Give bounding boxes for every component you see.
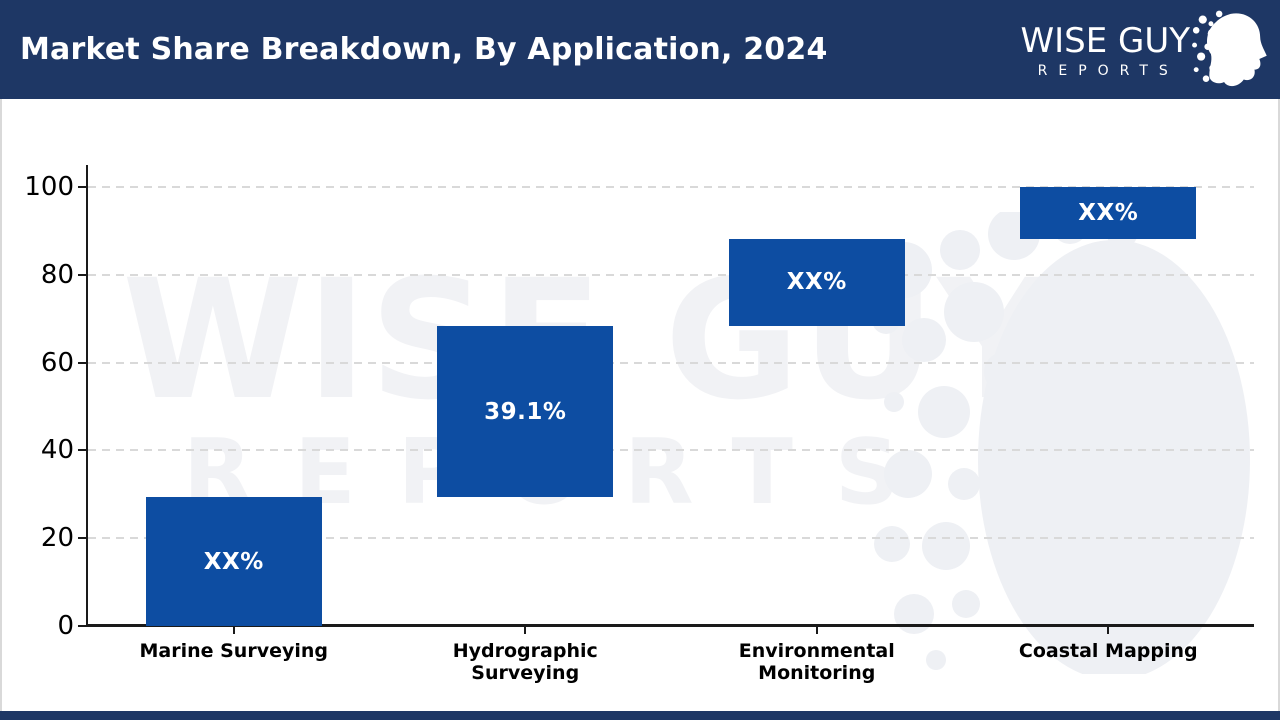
gridline-y-20 — [88, 537, 1254, 540]
gridline-y-40 — [88, 449, 1254, 452]
bar-value-label-1: 39.1% — [484, 398, 567, 425]
x-tick-mark-3 — [1107, 626, 1110, 634]
bar-3 — [1020, 187, 1197, 239]
y-tick-label: 0 — [57, 611, 74, 641]
y-tick-mark — [78, 361, 86, 364]
bar-0 — [145, 497, 322, 626]
logo-text: WISE GUY REPORTS — [1020, 21, 1190, 79]
wiseguy-logo: WISE GUY REPORTS — [1010, 5, 1270, 95]
x-category-label-0: Marine Surveying — [139, 640, 328, 662]
y-tick-mark — [78, 273, 86, 276]
bar-1 — [437, 325, 614, 498]
bar-value-label-3: XX% — [1078, 199, 1139, 226]
x-category-label-3: Coastal Mapping — [1018, 640, 1198, 662]
gridline-y-80 — [88, 273, 1254, 276]
bar-value-label-2: XX% — [786, 269, 847, 296]
y-tick-label: 100 — [24, 172, 74, 202]
y-tick-mark — [78, 625, 86, 627]
y-tick-label: 80 — [40, 259, 74, 290]
y-tick-label: 40 — [40, 435, 74, 466]
header-bar: Market Share Breakdown, By Application, … — [0, 0, 1280, 99]
logo-subtext: REPORTS — [1037, 63, 1179, 79]
y-axis-line — [86, 165, 88, 626]
bar-2 — [728, 238, 905, 326]
x-tick-mark-1 — [524, 626, 527, 634]
bar-value-label-0: XX% — [203, 548, 264, 575]
y-tick-label: 20 — [40, 523, 74, 554]
y-tick-mark — [78, 537, 86, 540]
gridline-y-60 — [88, 361, 1254, 364]
y-tick-label: 60 — [40, 347, 74, 378]
x-category-label-2: Environmental Monitoring — [738, 640, 895, 685]
y-tick-mark — [78, 449, 86, 452]
x-axis-line — [86, 624, 1254, 627]
x-tick-mark-2 — [815, 626, 818, 634]
logo-face-icon — [1192, 10, 1267, 87]
logo-wordmark: WISE GUY — [1020, 21, 1190, 61]
chart-title: Market Share Breakdown, By Application, … — [20, 32, 828, 67]
x-tick-mark-0 — [232, 626, 235, 634]
x-category-label-1: Hydrographic Surveying — [452, 640, 598, 685]
footer-bar — [0, 711, 1280, 720]
gridline-y-100 — [88, 186, 1254, 188]
y-tick-mark — [78, 186, 86, 188]
